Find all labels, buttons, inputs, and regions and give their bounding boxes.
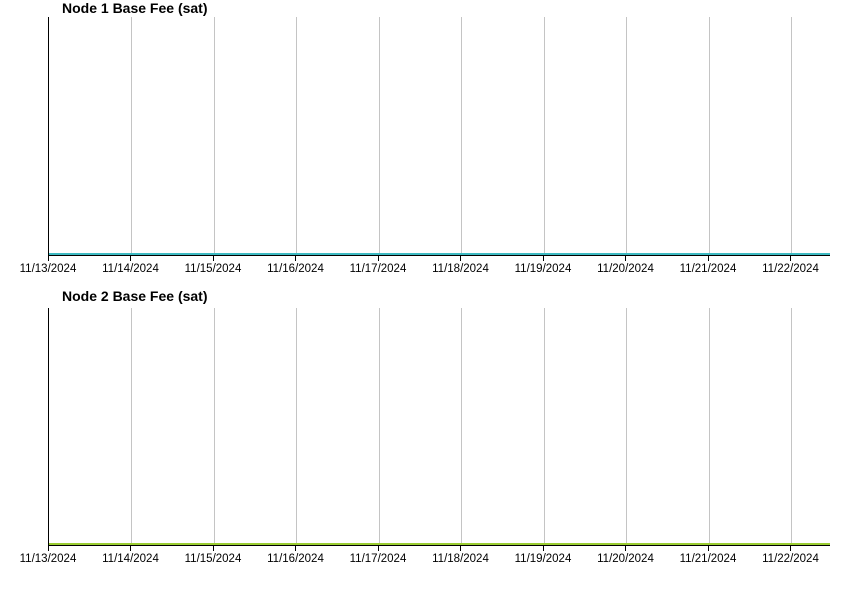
plot-area — [48, 17, 830, 256]
gridline — [791, 308, 792, 545]
chart-title: Node 2 Base Fee (sat) — [62, 288, 208, 304]
x-tick — [790, 546, 791, 551]
x-tick — [377, 546, 379, 551]
gridline — [131, 308, 132, 545]
x-tick-label: 11/21/2024 — [679, 263, 737, 275]
gridline — [296, 308, 297, 545]
x-tick-label: 11/13/2024 — [19, 553, 77, 565]
x-axis-ticks — [47, 256, 830, 262]
x-tick — [47, 546, 49, 551]
x-tick-label: 11/22/2024 — [762, 263, 819, 275]
gridline — [708, 17, 710, 255]
x-tick — [542, 546, 544, 551]
x-tick — [707, 546, 709, 551]
x-tick-label: 11/19/2024 — [514, 263, 572, 275]
x-axis-ticks — [47, 546, 830, 552]
plot-area — [48, 308, 830, 546]
x-tick — [47, 256, 49, 261]
x-tick-label: 11/18/2024 — [432, 553, 489, 565]
gridline — [131, 17, 132, 255]
x-tick — [295, 256, 296, 261]
x-tick-label: 11/15/2024 — [184, 263, 242, 275]
x-tick-label: 11/16/2024 — [267, 553, 324, 565]
gridline — [461, 17, 462, 255]
x-axis-labels: 11/13/2024 11/14/2024 11/15/2024 11/16/2024… — [20, 552, 830, 566]
x-tick-label: 11/14/2024 — [102, 553, 159, 565]
gridlines — [49, 17, 830, 255]
chart-node-2-base-fee: Node 2 Base Fee (sat) 11/13/2024 11/14/20… — [0, 288, 860, 580]
gridlines — [49, 308, 830, 545]
x-tick-label: 11/14/2024 — [102, 263, 159, 275]
x-tick — [212, 256, 214, 261]
x-tick-label: 11/20/2024 — [597, 263, 654, 275]
x-tick-label: 11/20/2024 — [597, 553, 654, 565]
gridline — [461, 308, 462, 545]
x-tick — [212, 546, 214, 551]
x-tick — [790, 256, 791, 261]
x-tick — [460, 546, 461, 551]
gridline — [543, 308, 545, 545]
x-axis-labels: 11/13/2024 11/14/2024 11/15/2024 11/16/2024… — [20, 262, 830, 276]
gridline — [378, 308, 380, 545]
x-tick — [130, 546, 131, 551]
x-tick-label: 11/19/2024 — [514, 553, 572, 565]
chart-node-1-base-fee: Node 1 Base Fee (sat) 11/13/2024 11/14/20… — [0, 0, 860, 284]
gridline — [296, 17, 297, 255]
x-tick-label: 11/17/2024 — [349, 553, 407, 565]
gridline — [213, 308, 215, 545]
series-line — [49, 543, 830, 545]
x-tick — [377, 256, 379, 261]
x-tick-label: 11/16/2024 — [267, 263, 324, 275]
gridline — [378, 17, 380, 255]
x-tick-label: 11/21/2024 — [679, 553, 737, 565]
chart-title: Node 1 Base Fee (sat) — [62, 0, 208, 16]
gridline — [708, 308, 710, 545]
series-line — [49, 253, 830, 255]
x-tick-label: 11/15/2024 — [184, 553, 242, 565]
x-tick — [130, 256, 131, 261]
x-tick — [460, 256, 461, 261]
x-tick — [542, 256, 544, 261]
x-tick — [625, 256, 626, 261]
x-tick-label: 11/18/2024 — [432, 263, 489, 275]
gridline — [213, 17, 215, 255]
x-tick-label: 11/17/2024 — [349, 263, 407, 275]
x-tick — [295, 546, 296, 551]
gridline — [543, 17, 545, 255]
gridline — [626, 17, 627, 255]
x-tick — [707, 256, 709, 261]
x-tick-label: 11/13/2024 — [19, 263, 77, 275]
x-tick-label: 11/22/2024 — [762, 553, 819, 565]
x-tick — [625, 546, 626, 551]
gridline — [791, 17, 792, 255]
gridline — [626, 308, 627, 545]
